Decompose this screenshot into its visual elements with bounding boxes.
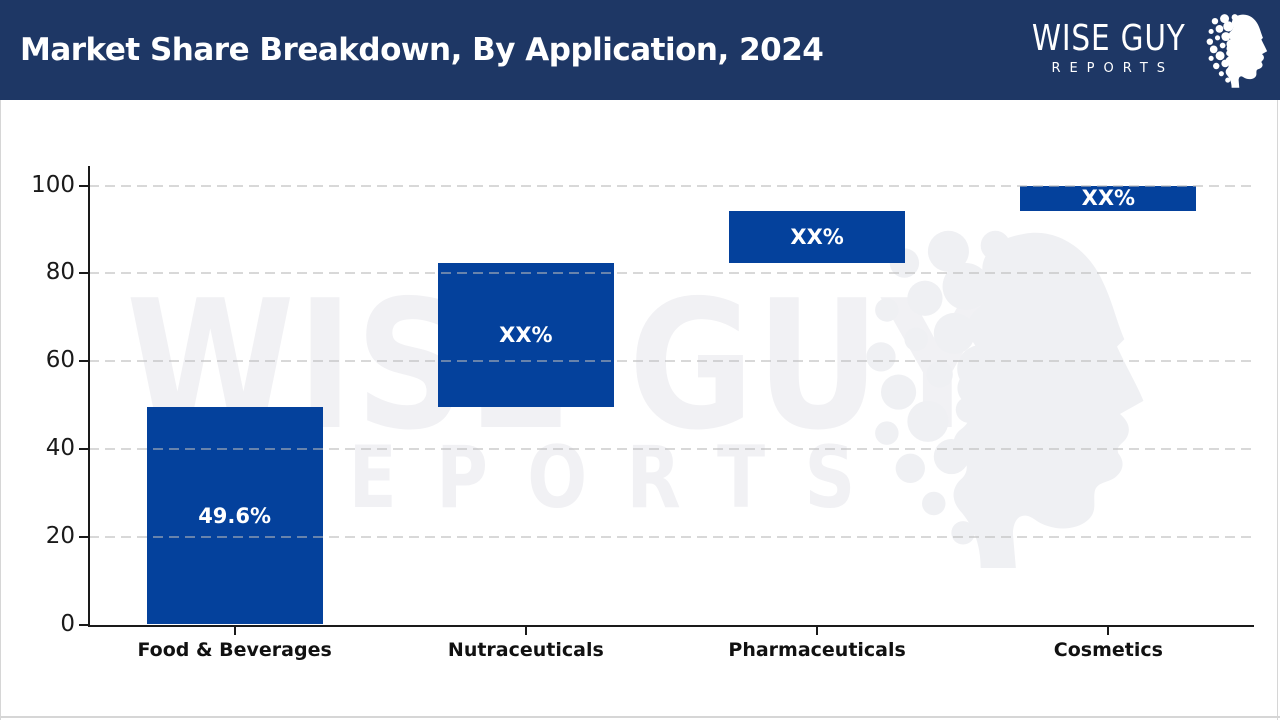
bar-value-label: 49.6% (198, 503, 272, 528)
bar-pharmaceuticals: XX% (729, 211, 906, 264)
bar-food-beverages: 49.6% (146, 406, 323, 625)
watermark-subtitle: REPORTS (255, 428, 895, 528)
y-tick-label: 40 (45, 434, 75, 461)
bottom-divider (0, 716, 1280, 718)
y-tick (79, 184, 88, 187)
gridline-y60 (89, 360, 1254, 363)
category-label: Pharmaceuticals (728, 638, 906, 661)
x-tick (524, 625, 527, 635)
x-tick (816, 625, 819, 635)
y-tick-label: 60 (45, 347, 75, 374)
y-tick (79, 623, 88, 626)
logo-subtitle: REPORTS (1051, 61, 1175, 76)
chart-title: Market Share Breakdown, By Application, … (20, 32, 824, 68)
y-tick (79, 360, 88, 363)
x-tick (233, 625, 236, 635)
wiseguy-head-icon (1206, 14, 1268, 88)
category-label: Nutraceuticals (447, 638, 604, 661)
y-tick-label: 80 (45, 259, 75, 286)
y-axis-line (88, 166, 90, 627)
gridline-y100 (89, 184, 1254, 187)
y-tick (79, 272, 88, 275)
category-label: Cosmetics (1053, 638, 1163, 661)
bar-value-label: XX% (499, 322, 553, 347)
category-label: Food & Beverages (137, 638, 332, 661)
y-tick-label: 0 (60, 610, 75, 637)
x-tick (1107, 625, 1110, 635)
logo-wordmark: WISE GUY (1031, 18, 1186, 59)
y-tick (79, 535, 88, 538)
header-band: Market Share Breakdown, By Application, … (0, 0, 1280, 100)
y-tick (79, 447, 88, 450)
y-tick-label: 20 (45, 522, 75, 549)
gridline-y40 (89, 447, 1254, 450)
gridline-y80 (89, 272, 1254, 275)
bar-nutraceuticals: XX% (437, 263, 614, 407)
y-tick-label: 100 (31, 171, 75, 198)
bar-value-label: XX% (1081, 186, 1136, 211)
bar-cosmetics: XX% (1020, 185, 1197, 212)
logo-text: WISE GUY REPORTS (1015, 18, 1203, 76)
x-axis-line (88, 624, 1254, 627)
wiseguy-logo: WISE GUY REPORTS (1015, 6, 1271, 94)
bar-value-label: XX% (790, 225, 844, 250)
gridline-y20 (89, 535, 1254, 538)
